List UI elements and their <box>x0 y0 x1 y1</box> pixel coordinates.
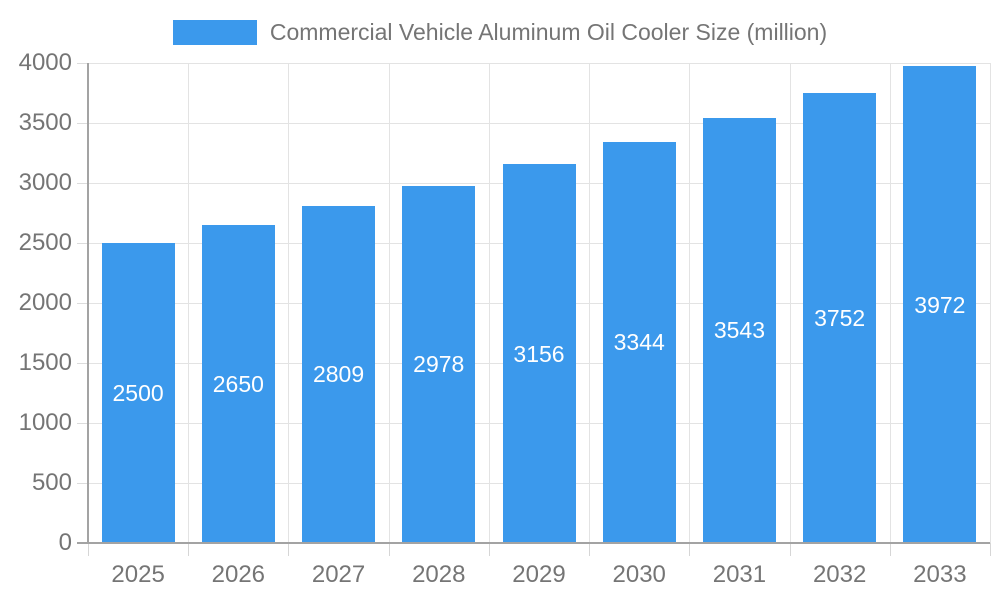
x-axis-tick <box>488 543 490 556</box>
y-axis-tick-label: 0 <box>58 529 72 556</box>
gridline-vertical <box>689 63 691 543</box>
bar-value-label: 2978 <box>413 351 465 378</box>
bar <box>803 92 877 543</box>
bar <box>302 205 376 543</box>
y-axis-tick <box>77 363 88 364</box>
y-axis-tick-label: 3500 <box>18 109 72 136</box>
gridline-vertical <box>589 63 591 543</box>
y-axis-line <box>87 63 89 544</box>
gridline-vertical <box>288 63 290 543</box>
gridline-horizontal <box>88 123 990 124</box>
y-axis-tick <box>77 303 88 304</box>
y-axis-tick-label: 1000 <box>18 409 72 436</box>
x-axis-tick <box>789 543 791 556</box>
legend-swatch <box>172 20 257 45</box>
x-axis-tick-label: 2032 <box>812 561 867 588</box>
y-axis-tick <box>77 123 88 124</box>
legend-label: Commercial Vehicle Aluminum Oil Cooler S… <box>269 19 828 45</box>
gridline-vertical <box>388 63 390 543</box>
y-axis-tick-label: 500 <box>31 469 72 496</box>
x-axis-tick-label: 2031 <box>712 561 767 588</box>
y-axis-tick <box>77 183 88 184</box>
y-axis-tick-label: 4000 <box>18 49 72 76</box>
bar-value-label: 3972 <box>914 291 966 318</box>
y-axis-tick <box>77 243 88 244</box>
legend: Commercial Vehicle Aluminum Oil Cooler S… <box>0 19 1000 46</box>
x-axis-tick <box>388 543 390 556</box>
bar-value-label: 2500 <box>112 380 164 406</box>
bar-value-label: 3344 <box>613 329 665 356</box>
bar <box>602 141 676 543</box>
x-axis-tick-label: 2033 <box>913 561 967 588</box>
y-axis-tick-label: 2500 <box>18 229 72 256</box>
bar <box>702 117 776 543</box>
x-axis-tick <box>689 543 691 556</box>
y-axis-tick-label: 1500 <box>18 349 72 376</box>
bar <box>101 243 175 543</box>
x-axis-tick-label: 2029 <box>512 561 566 588</box>
x-axis-tick <box>990 543 991 556</box>
bar-value-label: 3156 <box>513 340 565 367</box>
x-axis-tick <box>288 543 290 556</box>
y-axis-tick <box>77 423 88 424</box>
x-axis-tick-label: 2030 <box>612 561 666 588</box>
y-axis-tick-label: 2000 <box>18 289 72 316</box>
x-axis-tick-label: 2025 <box>111 561 165 588</box>
x-axis-tick <box>88 543 89 556</box>
x-axis-tick <box>889 543 891 556</box>
bar-value-label: 2809 <box>312 361 365 388</box>
x-axis-tick <box>188 543 190 556</box>
x-axis-tick <box>589 543 591 556</box>
y-axis-tick <box>77 63 88 64</box>
x-axis-tick-label: 2026 <box>211 561 266 588</box>
x-axis-tick-label: 2027 <box>311 561 366 588</box>
bar <box>201 225 275 543</box>
bar <box>502 164 576 543</box>
gridline-vertical <box>789 63 791 543</box>
bar <box>903 66 977 543</box>
gridline-horizontal <box>88 63 990 64</box>
gridline-vertical <box>188 63 190 543</box>
gridline-vertical <box>990 63 991 543</box>
bar-value-label: 2650 <box>212 371 264 397</box>
gridline-vertical <box>889 63 891 543</box>
y-axis-tick <box>77 483 88 484</box>
x-axis-line <box>77 542 990 544</box>
bar-value-label: 3543 <box>713 317 766 344</box>
x-axis-tick-label: 2028 <box>412 561 466 588</box>
bar-value-label: 3752 <box>814 304 866 331</box>
gridline-vertical <box>488 63 490 543</box>
y-axis-tick-label: 3000 <box>18 169 72 196</box>
bar <box>402 185 476 543</box>
